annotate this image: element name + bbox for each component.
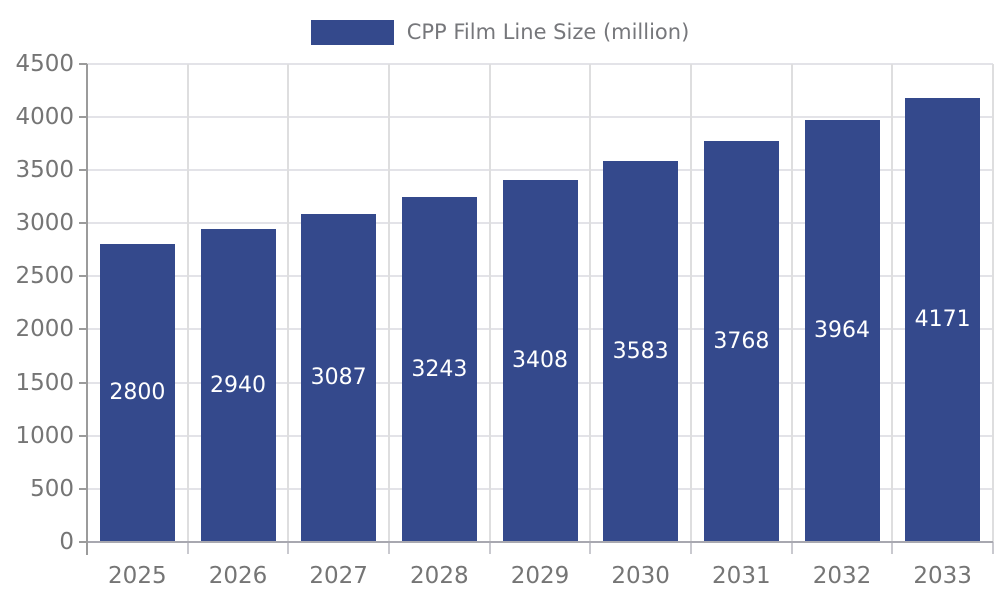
x-tick xyxy=(186,542,189,554)
y-axis-label: 3000 xyxy=(15,210,74,236)
x-gridline xyxy=(287,63,290,542)
x-tick xyxy=(589,542,592,554)
x-gridline xyxy=(690,63,692,542)
x-gridline xyxy=(790,63,793,542)
x-axis-label: 2031 xyxy=(712,563,771,589)
y-tick xyxy=(79,328,87,331)
legend-label: CPP Film Line Size (million) xyxy=(406,20,690,44)
bar-value-label: 3087 xyxy=(310,364,367,390)
bar-value-label: 3964 xyxy=(814,318,870,344)
y-tick xyxy=(79,115,87,118)
bar xyxy=(905,98,981,542)
x-axis-line xyxy=(87,541,993,543)
y-axis-line xyxy=(86,63,88,555)
x-axis-label: 2026 xyxy=(208,563,268,589)
bar xyxy=(200,229,276,542)
x-gridline xyxy=(891,63,894,542)
y-axis-label: 2500 xyxy=(15,263,74,290)
y-gridline xyxy=(87,62,993,65)
y-tick xyxy=(79,541,87,543)
y-tick xyxy=(79,487,87,490)
bar xyxy=(603,161,679,542)
x-gridline xyxy=(992,63,994,542)
bar-value-label: 3583 xyxy=(612,338,669,364)
bar xyxy=(99,244,175,542)
x-axis-label: 2029 xyxy=(510,563,570,589)
bar xyxy=(703,141,779,542)
bar xyxy=(301,213,377,542)
x-tick xyxy=(891,542,894,554)
bar-value-label: 3768 xyxy=(713,328,770,354)
bar xyxy=(401,197,477,542)
y-axis-label: 4500 xyxy=(15,50,74,77)
y-tick xyxy=(79,275,87,278)
x-gridline xyxy=(388,63,390,542)
x-tick xyxy=(388,542,390,554)
x-axis-label: 2032 xyxy=(812,563,872,589)
y-tick xyxy=(79,381,87,384)
legend-swatch xyxy=(310,19,394,45)
bar-value-label: 3408 xyxy=(512,347,568,373)
legend[interactable]: CPP Film Line Size (million) xyxy=(0,17,1000,47)
x-axis-label: 2028 xyxy=(410,563,469,589)
x-tick xyxy=(488,542,491,554)
x-axis-label: 2030 xyxy=(611,563,670,589)
y-tick xyxy=(79,62,87,65)
y-axis-label: 1000 xyxy=(15,422,74,449)
y-gridline xyxy=(87,168,993,171)
x-tick xyxy=(790,542,793,554)
x-tick xyxy=(992,542,994,554)
x-tick xyxy=(287,542,290,554)
y-gridline xyxy=(87,115,993,118)
y-axis-label: 500 xyxy=(30,475,74,502)
x-axis-label: 2025 xyxy=(108,563,167,589)
y-tick xyxy=(79,222,87,224)
x-gridline xyxy=(488,63,491,542)
bar-value-label: 2800 xyxy=(109,380,166,406)
y-axis-label: 3500 xyxy=(15,156,74,183)
y-axis-label: 0 xyxy=(59,529,74,555)
y-axis-label: 4000 xyxy=(15,103,74,130)
x-gridline xyxy=(589,63,592,542)
x-tick xyxy=(690,542,692,554)
y-axis-label: 2000 xyxy=(15,316,74,343)
bar xyxy=(502,179,578,542)
bar-value-label: 2940 xyxy=(210,372,266,398)
y-axis-label: 1500 xyxy=(15,369,74,396)
bar xyxy=(804,120,880,542)
x-axis-label: 2033 xyxy=(913,563,972,589)
y-tick xyxy=(79,434,87,437)
bar-value-label: 4171 xyxy=(914,307,971,333)
y-tick xyxy=(79,168,87,171)
bar-value-label: 3243 xyxy=(411,356,468,382)
x-axis-label: 2027 xyxy=(309,563,368,589)
x-gridline xyxy=(186,63,189,542)
